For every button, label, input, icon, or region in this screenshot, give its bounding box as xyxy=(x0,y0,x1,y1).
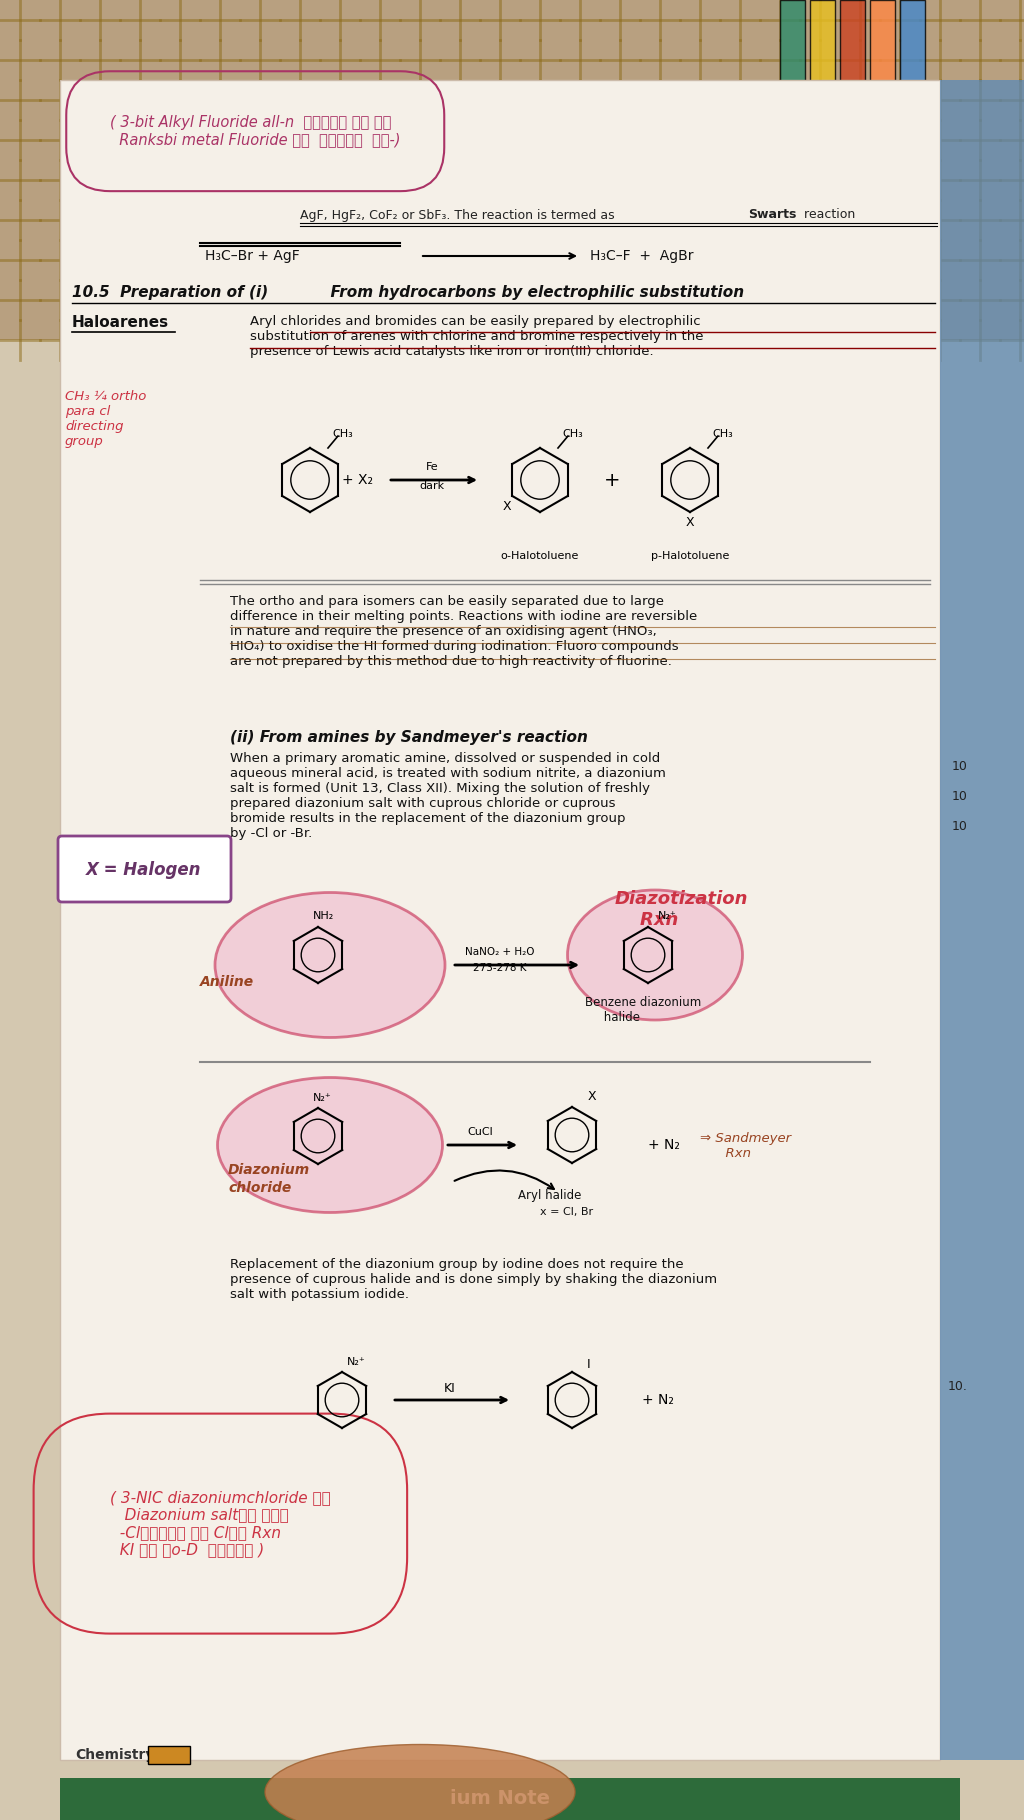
Text: x = Cl, Br: x = Cl, Br xyxy=(540,1207,593,1218)
Text: Diazotization
    Rxn: Diazotization Rxn xyxy=(615,890,749,928)
Text: X = Halogen: X = Halogen xyxy=(86,861,202,879)
Text: I: I xyxy=(587,1358,591,1370)
Text: X: X xyxy=(588,1090,597,1103)
Text: ( 3-bit Alkyl Fluoride all-n  चालेत तो लो
  Ranksbi metal Fluoride तो  बनावे  છे: ( 3-bit Alkyl Fluoride all-n चालेत तो लो… xyxy=(110,115,400,147)
Text: o-Halotoluene: o-Halotoluene xyxy=(501,551,580,561)
FancyBboxPatch shape xyxy=(147,1745,190,1764)
Text: NaNO₂ + H₂O: NaNO₂ + H₂O xyxy=(465,946,535,957)
Text: Aryl chlorides and bromides can be easily prepared by electrophilic
substitution: Aryl chlorides and bromides can be easil… xyxy=(250,315,703,359)
Text: When a primary aromatic amine, dissolved or suspended in cold
aqueous mineral ac: When a primary aromatic amine, dissolved… xyxy=(230,752,666,841)
Ellipse shape xyxy=(217,1077,442,1212)
Text: reaction: reaction xyxy=(800,209,855,222)
Text: chloride: chloride xyxy=(228,1181,291,1196)
Text: N₂⁺: N₂⁺ xyxy=(658,912,677,921)
Text: 10: 10 xyxy=(952,821,968,834)
Text: CH₃: CH₃ xyxy=(712,430,733,439)
Text: Aniline: Aniline xyxy=(200,976,254,988)
Text: + X₂: + X₂ xyxy=(342,473,374,488)
FancyBboxPatch shape xyxy=(940,80,1024,1760)
Text: +: + xyxy=(604,471,621,490)
Ellipse shape xyxy=(215,892,445,1037)
Text: The ortho and para isomers can be easily separated due to large
difference in th: The ortho and para isomers can be easily… xyxy=(230,595,697,668)
FancyBboxPatch shape xyxy=(840,0,865,251)
FancyBboxPatch shape xyxy=(0,0,1024,340)
Text: NH₂: NH₂ xyxy=(313,912,334,921)
Text: + N₂: + N₂ xyxy=(648,1138,680,1152)
Text: ium Note: ium Note xyxy=(450,1789,550,1809)
FancyBboxPatch shape xyxy=(59,80,940,1760)
Text: Swarts: Swarts xyxy=(748,209,797,222)
Text: Fe: Fe xyxy=(426,462,438,471)
Text: CH₃: CH₃ xyxy=(562,430,583,439)
Text: X: X xyxy=(686,515,694,528)
Text: Benzene diazonium
     halide: Benzene diazonium halide xyxy=(585,996,701,1025)
Ellipse shape xyxy=(265,1745,575,1820)
Text: ⇒ Sandmeyer
      Rxn: ⇒ Sandmeyer Rxn xyxy=(700,1132,792,1159)
Text: Diazonium: Diazonium xyxy=(228,1163,310,1178)
Text: From hydrocarbons by electrophilic substitution: From hydrocarbons by electrophilic subst… xyxy=(319,286,744,300)
Text: 10.5  Preparation of (i): 10.5 Preparation of (i) xyxy=(72,286,268,300)
Text: Replacement of the diazonium group by iodine does not require the
presence of cu: Replacement of the diazonium group by io… xyxy=(230,1258,717,1301)
FancyBboxPatch shape xyxy=(779,0,805,251)
FancyBboxPatch shape xyxy=(58,835,231,903)
Text: N₂⁺: N₂⁺ xyxy=(347,1358,366,1367)
Text: N₂⁺: N₂⁺ xyxy=(313,1094,332,1103)
Text: H₃C–Br + AgF: H₃C–Br + AgF xyxy=(205,249,300,264)
Text: Haloarenes: Haloarenes xyxy=(72,315,169,329)
Text: X: X xyxy=(503,499,511,513)
Text: p-Halotoluene: p-Halotoluene xyxy=(651,551,729,561)
FancyBboxPatch shape xyxy=(869,0,895,251)
Text: Aryl halide: Aryl halide xyxy=(518,1190,582,1203)
Text: CH₃: CH₃ xyxy=(332,430,352,439)
FancyBboxPatch shape xyxy=(59,1778,961,1820)
Text: Chemistry: Chemistry xyxy=(75,1747,155,1762)
Text: CuCl: CuCl xyxy=(467,1127,493,1138)
Ellipse shape xyxy=(567,890,742,1019)
Text: 10.: 10. xyxy=(948,1380,968,1392)
Text: + N₂: + N₂ xyxy=(642,1392,674,1407)
Text: 10: 10 xyxy=(952,761,968,774)
FancyBboxPatch shape xyxy=(810,0,836,251)
Text: CH₃ ¼ ortho
para cl
directing
group: CH₃ ¼ ortho para cl directing group xyxy=(65,389,146,448)
Text: ( 3-NIC diazoniumchloride ની
   Diazonium saltની આવે
  -Clબદલાય છે Clની Rxn
  KI: ( 3-NIC diazoniumchloride ની Diazonium s… xyxy=(110,1491,331,1558)
Text: KI: KI xyxy=(444,1381,456,1394)
Text: dark: dark xyxy=(420,480,444,491)
Text: 10: 10 xyxy=(952,790,968,803)
Text: (ii) From amines by Sandmeyer's reaction: (ii) From amines by Sandmeyer's reaction xyxy=(230,730,588,744)
Text: AgF, HgF₂, CoF₂ or SbF₃. The reaction is termed as: AgF, HgF₂, CoF₂ or SbF₃. The reaction is… xyxy=(300,209,618,222)
FancyBboxPatch shape xyxy=(900,0,926,251)
Text: 273-278 K: 273-278 K xyxy=(473,963,526,974)
Text: H₃C–F  +  AgBr: H₃C–F + AgBr xyxy=(590,249,693,264)
